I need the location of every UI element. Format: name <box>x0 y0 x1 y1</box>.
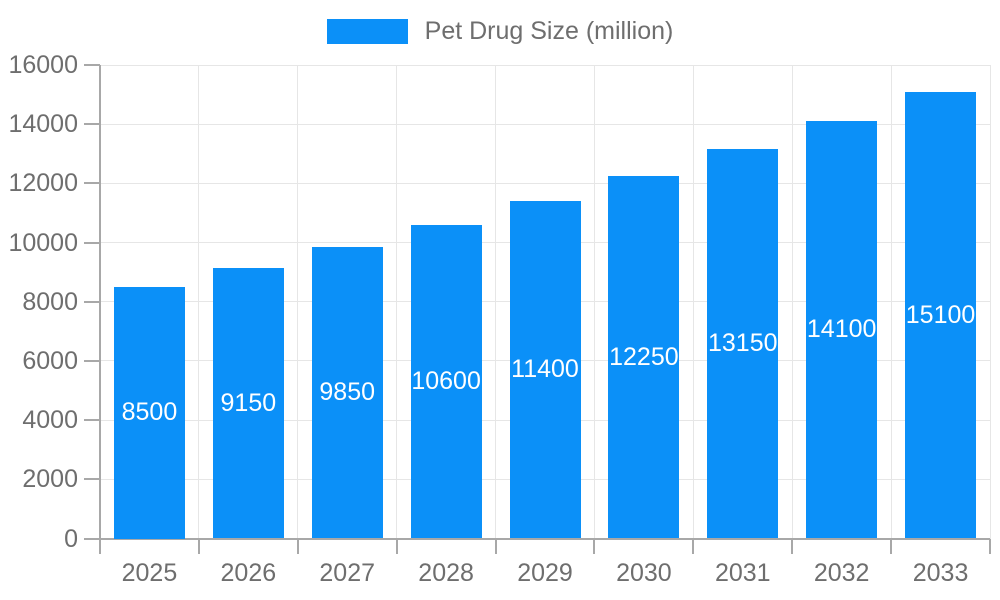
y-axis-label: 0 <box>64 524 78 553</box>
x-tick <box>692 538 695 554</box>
x-gridline <box>593 65 595 539</box>
x-gridline <box>989 65 991 539</box>
y-tick <box>84 241 100 244</box>
bar-value-label: 10600 <box>411 367 481 396</box>
bar[interactable]: 15100 <box>905 91 977 539</box>
bar[interactable]: 13150 <box>707 149 779 539</box>
x-tick <box>197 538 200 554</box>
x-gridline <box>692 65 694 539</box>
x-axis-label: 2029 <box>517 558 573 587</box>
bar-value-label: 13150 <box>708 329 778 358</box>
legend-swatch[interactable] <box>326 19 408 44</box>
x-gridline <box>791 65 793 539</box>
x-gridline <box>495 65 497 539</box>
bar[interactable]: 9150 <box>212 267 284 539</box>
bar[interactable]: 8500 <box>113 286 185 539</box>
x-tick <box>989 538 991 554</box>
y-tick <box>84 123 100 126</box>
x-gridline <box>890 65 892 539</box>
y-tick <box>84 478 100 481</box>
y-tick <box>84 359 100 362</box>
x-axis-label: 2025 <box>121 558 178 587</box>
bar-value-label: 11400 <box>511 355 579 384</box>
bar-value-label: 9850 <box>319 378 376 407</box>
y-axis-label: 14000 <box>8 110 78 139</box>
x-gridline <box>297 65 299 539</box>
x-gridline <box>198 65 200 539</box>
y-gridline <box>100 182 990 184</box>
legend-label[interactable]: Pet Drug Size (million) <box>424 17 674 45</box>
x-tick <box>296 538 299 554</box>
y-axis-label: 4000 <box>22 406 78 435</box>
legend[interactable]: Pet Drug Size (million) <box>0 17 1000 46</box>
bar[interactable]: 11400 <box>509 201 581 539</box>
x-axis-label: 2033 <box>912 558 969 587</box>
x-axis-label: 2028 <box>418 558 474 587</box>
bar[interactable]: 12250 <box>608 175 680 539</box>
bar[interactable]: 10600 <box>410 224 482 539</box>
y-axis-line <box>99 65 101 554</box>
y-tick <box>84 419 100 422</box>
y-axis-label: 12000 <box>8 169 78 198</box>
y-gridline <box>100 64 990 66</box>
bar-value-label: 15100 <box>905 300 976 329</box>
x-axis-label: 2027 <box>319 558 376 587</box>
y-axis-label: 6000 <box>22 346 78 375</box>
x-axis-label: 2032 <box>813 558 870 587</box>
bar-value-label: 8500 <box>121 398 178 427</box>
y-axis-label: 8000 <box>22 287 78 316</box>
x-tick <box>593 538 596 554</box>
y-axis-label: 10000 <box>8 228 78 257</box>
y-axis-label: 2000 <box>22 465 78 494</box>
x-tick <box>494 538 497 554</box>
y-gridline <box>100 123 990 125</box>
bar[interactable]: 14100 <box>806 121 878 539</box>
x-tick <box>791 538 794 554</box>
x-axis-line <box>84 537 990 540</box>
bar-value-label: 14100 <box>806 315 877 344</box>
y-tick <box>84 182 100 185</box>
x-gridline <box>396 65 398 539</box>
x-tick <box>890 538 893 554</box>
y-tick <box>84 64 100 66</box>
y-axis-label: 16000 <box>8 51 78 79</box>
y-tick <box>84 300 100 303</box>
x-axis-label: 2026 <box>220 558 277 587</box>
bar-value-label: 9150 <box>220 388 277 417</box>
x-axis-label: 2031 <box>714 558 771 587</box>
x-axis-label: 2030 <box>616 558 672 587</box>
bar-value-label: 12250 <box>609 342 679 371</box>
x-tick <box>395 538 398 554</box>
bar[interactable]: 9850 <box>311 247 383 539</box>
